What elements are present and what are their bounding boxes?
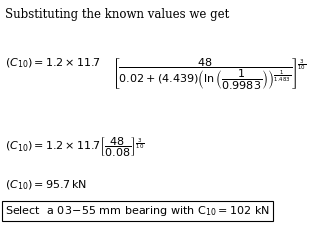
Text: $(C_{10}) = 1.2\times11.7$: $(C_{10}) = 1.2\times11.7$: [5, 56, 101, 70]
Text: $\mathrm{Select\ \ a\ 03\!-\!55\ mm\ bearing\ with\ C_{10} = 102\ kN}$: $\mathrm{Select\ \ a\ 03\!-\!55\ mm\ bea…: [5, 204, 270, 218]
Text: $(C_{10}) = 95.7\,\mathrm{kN}$: $(C_{10}) = 95.7\,\mathrm{kN}$: [5, 178, 87, 192]
Text: $\left[\dfrac{48}{0.02+(4.439)\left(\ln\left(\dfrac{1}{0.9983}\right)\right)^{\f: $\left[\dfrac{48}{0.02+(4.439)\left(\ln\…: [112, 56, 306, 91]
Text: Substituting the known values we get: Substituting the known values we get: [5, 8, 229, 21]
Text: $(C_{10}) = 1.2\times11.7\left[\dfrac{48}{0.08}\right]^{\frac{3}{10}}$: $(C_{10}) = 1.2\times11.7\left[\dfrac{48…: [5, 136, 145, 159]
